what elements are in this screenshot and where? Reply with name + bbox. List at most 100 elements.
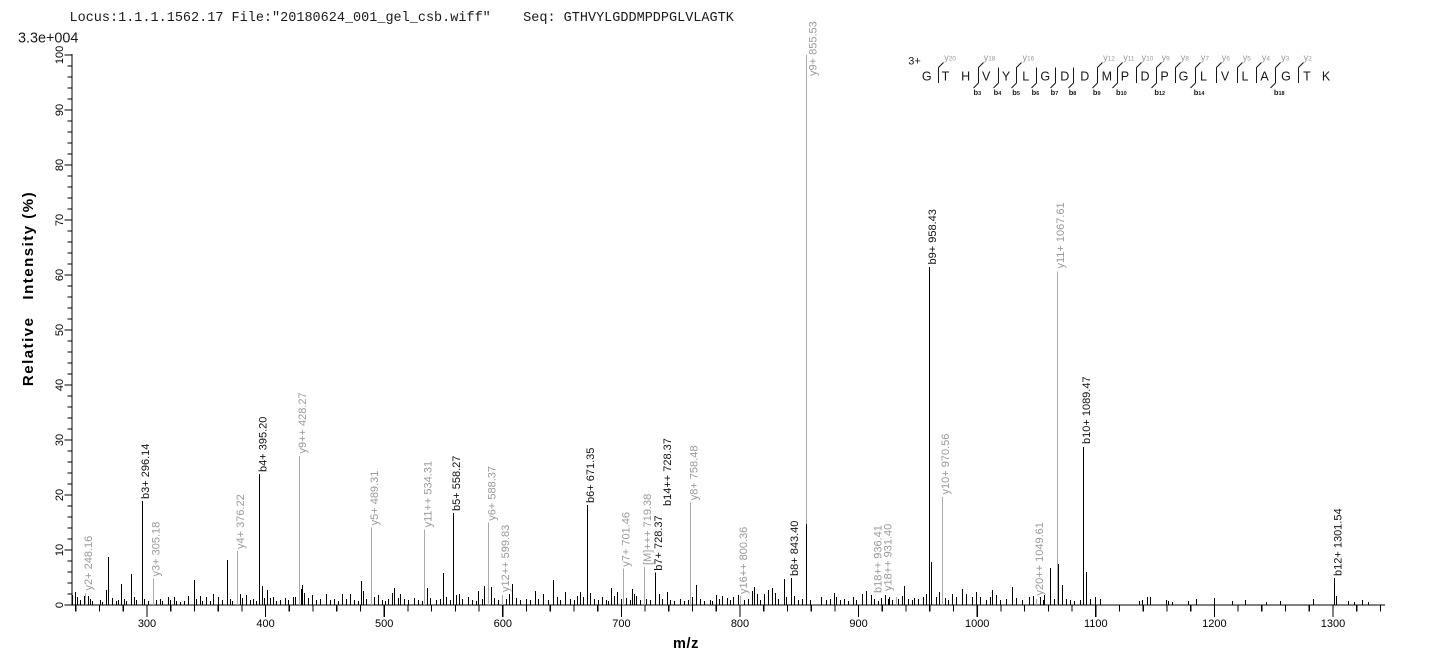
svg-text:0: 0 [54,602,66,608]
svg-text:30: 30 [54,434,66,446]
svg-text:500: 500 [375,618,393,630]
svg-text:y7+ 701.46: y7+ 701.46 [621,512,633,567]
svg-text:b7: b7 [1051,88,1059,97]
svg-text:1100: 1100 [1084,618,1108,630]
svg-text:H: H [961,70,970,84]
svg-text:1200: 1200 [1202,618,1226,630]
svg-text:80: 80 [54,159,66,171]
svg-text:Relative Intensity (%): Relative Intensity (%) [20,191,37,386]
svg-text:800: 800 [731,618,749,630]
svg-text:P: P [1160,70,1168,84]
svg-text:A: A [1260,70,1269,84]
svg-text:y10+ 970.56: y10+ 970.56 [940,434,952,495]
svg-text:40: 40 [54,379,66,391]
svg-text:90: 90 [54,104,66,116]
svg-text:b5+ 558.27: b5+ 558.27 [451,456,463,511]
svg-text:3+: 3+ [908,56,921,68]
svg-text:1300: 1300 [1321,618,1345,630]
svg-text:y4: y4 [1262,53,1271,63]
svg-text:y11+ 1067.61: y11+ 1067.61 [1055,202,1067,268]
svg-text:y2+ 248.16: y2+ 248.16 [83,536,95,591]
svg-text:L: L [1200,70,1207,84]
svg-text:b4+ 395.20: b4+ 395.20 [257,417,269,472]
svg-text:b6+ 671.35: b6+ 671.35 [585,448,597,503]
svg-text:y5+ 489.31: y5+ 489.31 [369,471,381,526]
svg-text:b7+ 728.37: b7+ 728.37 [653,515,665,570]
svg-text:y3: y3 [1281,53,1290,63]
svg-text:G: G [922,70,932,84]
svg-text:b14: b14 [1194,88,1206,97]
svg-text:M: M [1102,70,1112,84]
svg-text:b18: b18 [1274,88,1285,97]
svg-text:70: 70 [54,214,66,226]
svg-text:V: V [1221,70,1230,84]
svg-text:y18: y18 [984,53,996,63]
svg-text:D: D [1140,70,1149,84]
svg-text:T: T [1303,70,1311,84]
svg-text:y16: y16 [1023,53,1035,63]
svg-text:y9: y9 [1162,53,1171,63]
svg-text:b8: b8 [1069,88,1077,97]
svg-text:y9+ 855.53: y9+ 855.53 [808,21,820,76]
svg-text:y18++ 931.40: y18++ 931.40 [883,524,895,591]
svg-text:600: 600 [494,618,512,630]
svg-text:y8: y8 [1181,53,1190,63]
svg-text:D: D [1060,70,1069,84]
svg-text:T: T [942,70,950,84]
svg-text:y8+ 758.48: y8+ 758.48 [688,446,700,501]
svg-text:b9+ 958.43: b9+ 958.43 [927,209,939,264]
svg-text:Locus:1.1.1.1562.17 File:"2018: Locus:1.1.1.1562.17 File:"20180624_001_g… [70,11,735,26]
svg-text:y11: y11 [1123,53,1135,63]
svg-text:b14++ 728.37: b14++ 728.37 [662,438,674,506]
svg-text:700: 700 [612,618,630,630]
svg-text:b3: b3 [974,88,982,97]
svg-text:y10: y10 [1142,53,1154,63]
svg-text:y6: y6 [1222,53,1231,63]
svg-text:y12++ 599.83: y12++ 599.83 [500,525,512,592]
svg-text:y5: y5 [1243,53,1252,63]
svg-text:b5: b5 [1012,88,1020,97]
svg-text:300: 300 [138,618,156,630]
svg-text:y11++ 534.31: y11++ 534.31 [422,461,434,527]
svg-text:900: 900 [849,618,867,630]
svg-text:b12+ 1301.54: b12+ 1301.54 [1332,508,1344,576]
svg-text:y16++ 800.36: y16++ 800.36 [738,527,750,594]
svg-text:b9: b9 [1093,88,1101,97]
svg-text:G: G [1040,70,1050,84]
svg-text:y20++ 1049.61: y20++ 1049.61 [1034,522,1046,595]
svg-text:b10: b10 [1116,88,1127,97]
svg-text:b4: b4 [994,88,1003,97]
svg-text:b8+ 843.40: b8+ 843.40 [789,521,801,576]
svg-text:m/z: m/z [673,636,699,652]
svg-text:20: 20 [54,489,66,501]
svg-text:50: 50 [54,324,66,336]
svg-text:60: 60 [54,269,66,281]
svg-text:b12: b12 [1154,88,1165,97]
svg-text:P: P [1121,70,1129,84]
svg-text:y3+ 305.18: y3+ 305.18 [151,522,163,577]
svg-text:100: 100 [54,46,66,64]
svg-text:D: D [1080,70,1089,84]
svg-text:b10+ 1089.47: b10+ 1089.47 [1081,376,1093,444]
svg-text:b18++ 936.41: b18++ 936.41 [873,525,885,593]
svg-text:y2: y2 [1304,53,1313,63]
svg-text:K: K [1322,70,1331,84]
svg-text:y9++ 428.27: y9++ 428.27 [297,392,309,453]
svg-text:V: V [982,70,991,84]
svg-text:G: G [1179,70,1189,84]
svg-text:Y: Y [1002,70,1011,84]
svg-text:1000: 1000 [965,618,989,630]
svg-text:G: G [1281,70,1291,84]
svg-text:[M]+++ 719.38: [M]+++ 719.38 [642,494,654,565]
svg-text:y6+ 588.37: y6+ 588.37 [487,466,499,521]
svg-text:10: 10 [54,544,66,556]
svg-text:L: L [1242,70,1249,84]
svg-text:L: L [1022,70,1029,84]
svg-text:b6: b6 [1032,88,1040,97]
svg-text:b3+ 296.14: b3+ 296.14 [140,444,152,499]
svg-text:y4+ 376.22: y4+ 376.22 [235,494,247,549]
svg-text:y20: y20 [944,53,956,63]
svg-text:y12: y12 [1103,53,1115,63]
svg-text:400: 400 [256,618,274,630]
svg-text:y7: y7 [1201,53,1210,63]
